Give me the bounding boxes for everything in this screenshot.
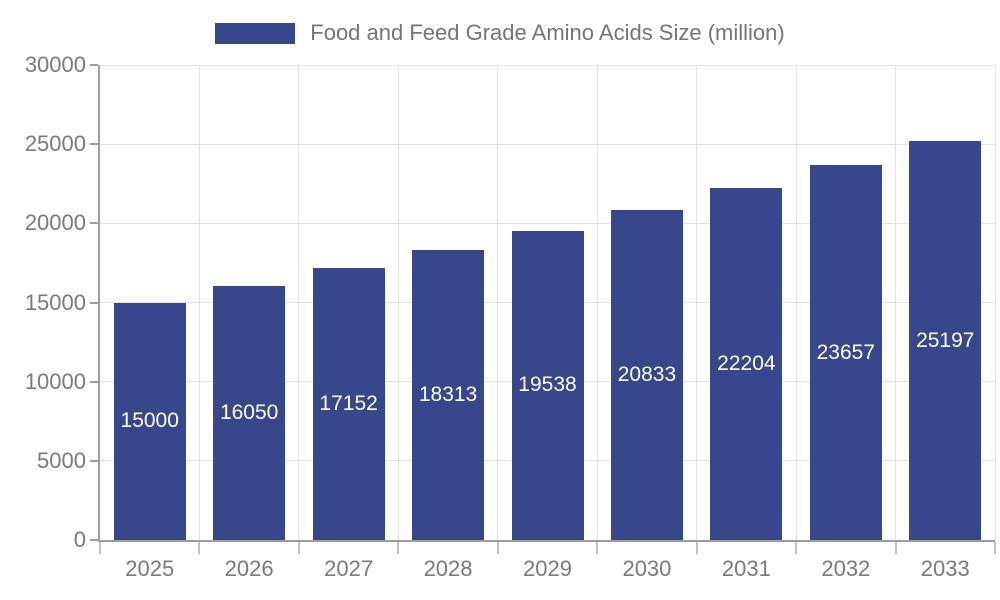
y-tick-label: 30000 xyxy=(24,52,86,77)
plot-area: 0 5000 10000 15000 20000 25000 30000 2025 15000 2… xyxy=(25,52,996,581)
x-tick-label: 2027 xyxy=(324,556,374,581)
bar-value-label: 25197 xyxy=(916,328,975,352)
gridline-vertical xyxy=(795,65,797,540)
legend-swatch xyxy=(215,22,296,44)
bar-value-label: 19538 xyxy=(518,373,577,397)
x-tick-label: 2033 xyxy=(920,556,970,581)
x-axis-tick xyxy=(695,542,698,554)
gridline-horizontal xyxy=(100,222,995,224)
y-tick-label: 5000 xyxy=(37,447,86,473)
y-tick-label: 15000 xyxy=(24,289,86,315)
x-axis-tick xyxy=(894,542,897,554)
bar-value-label: 18313 xyxy=(418,383,478,407)
x-axis-tick xyxy=(297,542,300,554)
y-tick-label: 20000 xyxy=(24,210,86,236)
y-axis-tick xyxy=(90,539,98,541)
x-axis-tick xyxy=(994,542,996,554)
x-axis-tick xyxy=(596,542,599,554)
x-axis-tick xyxy=(198,542,201,554)
gridline-vertical xyxy=(696,65,698,540)
bar: 19538 xyxy=(511,230,584,540)
bar-value-label: 17152 xyxy=(319,392,378,416)
y-tick-label: 10000 xyxy=(24,368,86,394)
x-tick-label: 2028 xyxy=(423,556,473,581)
y-tick-label: 25000 xyxy=(24,131,86,157)
legend: Food and Feed Grade Amino Acids Size (mi… xyxy=(0,20,1000,46)
gridline-vertical xyxy=(497,65,499,540)
bar-value-label: 16050 xyxy=(219,400,279,424)
gridline-vertical xyxy=(895,65,897,540)
bar-value-label: 22204 xyxy=(717,352,776,376)
x-tick-label: 2029 xyxy=(523,556,572,581)
bar: 22204 xyxy=(710,188,783,540)
gridline-horizontal xyxy=(100,143,995,145)
bar-value-label: 15000 xyxy=(120,409,179,433)
bar: 16050 xyxy=(213,285,286,540)
x-axis-tick xyxy=(795,542,798,554)
y-axis-tick xyxy=(90,143,98,146)
bar: 20833 xyxy=(610,210,683,540)
y-tick-label: 0 xyxy=(73,527,86,552)
x-tick-label: 2025 xyxy=(125,556,175,581)
x-axis-tick xyxy=(99,542,101,554)
y-axis-tick xyxy=(90,459,98,462)
y-axis-tick xyxy=(90,301,98,304)
y-axis-tick xyxy=(90,380,98,383)
bar: 15000 xyxy=(113,302,186,540)
x-axis-tick xyxy=(496,542,499,554)
x-axis-line xyxy=(98,540,995,542)
bar: 18313 xyxy=(412,250,485,540)
gridline-vertical xyxy=(298,65,300,540)
gridline-vertical xyxy=(596,65,598,540)
y-axis-tick xyxy=(90,64,98,66)
bar-value-label: 23657 xyxy=(816,340,876,364)
bar-value-label: 20833 xyxy=(617,363,677,387)
x-tick-label: 2031 xyxy=(721,556,771,581)
gridline-vertical xyxy=(397,65,399,540)
legend-label: Food and Feed Grade Amino Acids Size (mi… xyxy=(310,20,785,45)
bar: 25197 xyxy=(909,141,982,540)
y-axis-line xyxy=(98,65,100,542)
x-tick-label: 2032 xyxy=(821,556,871,581)
gridline-horizontal xyxy=(100,64,995,66)
gridline-vertical xyxy=(198,65,200,540)
bar: 17152 xyxy=(312,268,385,540)
gridline-vertical xyxy=(994,65,996,540)
bar: 23657 xyxy=(809,165,882,540)
x-tick-label: 2030 xyxy=(622,556,672,581)
x-tick-label: 2026 xyxy=(224,556,274,581)
y-axis-tick xyxy=(90,222,98,225)
x-axis-tick xyxy=(397,542,400,554)
